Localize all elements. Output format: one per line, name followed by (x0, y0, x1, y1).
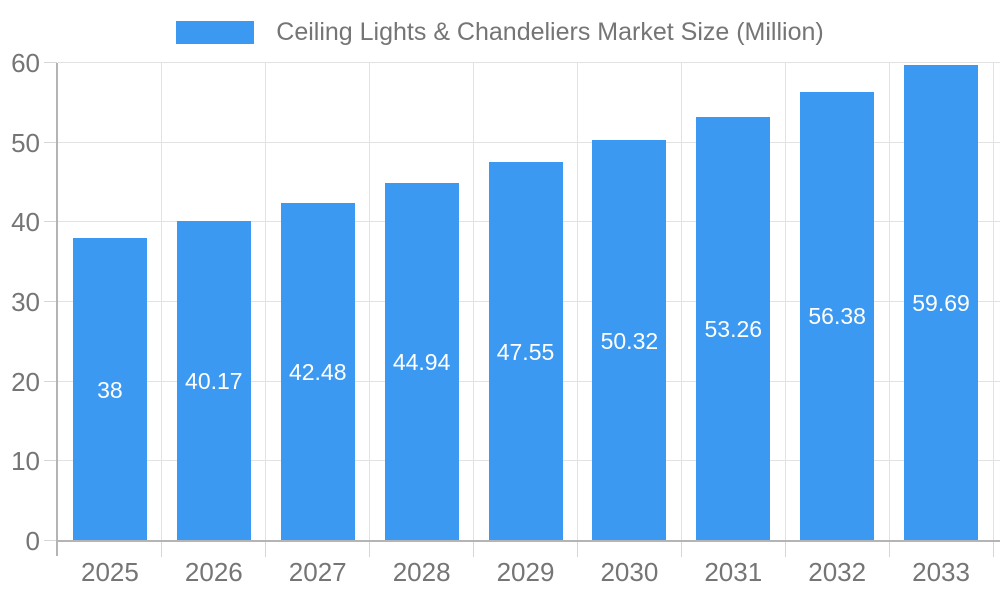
x-axis-tick (680, 542, 682, 557)
bar-2026 (176, 220, 251, 541)
y-axis-line (56, 63, 58, 556)
x-axis-label: 2031 (704, 557, 763, 587)
gridline-vertical (784, 63, 786, 541)
x-axis-label: 2030 (600, 557, 659, 587)
y-axis-tick (44, 221, 57, 222)
bar-value-label: 50.32 (600, 327, 659, 354)
bar-2029 (488, 162, 563, 541)
x-axis-tick (473, 542, 475, 557)
x-axis-tick (576, 542, 578, 557)
bar-2028 (384, 182, 459, 541)
x-axis-tick (369, 542, 371, 557)
x-axis-line (56, 540, 1000, 542)
gridline-vertical (888, 63, 890, 541)
y-axis-label: 20 (11, 367, 40, 397)
bar-value-label: 38 (97, 376, 123, 403)
x-axis-label: 2025 (81, 557, 139, 587)
bar-2031 (696, 116, 771, 541)
bar-value-label: 53.26 (704, 315, 763, 342)
x-axis-tick (161, 542, 163, 557)
x-axis-tick (888, 542, 890, 557)
bar-value-label: 42.48 (288, 358, 347, 385)
bar-2033 (904, 65, 979, 541)
gridline-vertical (992, 63, 994, 541)
gridline-horizontal (58, 142, 1000, 143)
x-axis-tick (784, 542, 786, 557)
legend-label: Ceiling Lights & Chandeliers Market Size… (276, 18, 824, 46)
bar-2030 (592, 140, 667, 541)
bar-2027 (280, 202, 355, 541)
x-axis-label: 2033 (912, 557, 970, 587)
x-axis-label: 2027 (288, 557, 347, 587)
y-axis-tick (44, 62, 57, 63)
gridline-vertical (369, 63, 371, 541)
bar-value-label: 44.94 (392, 348, 451, 375)
y-axis-label: 60 (11, 48, 40, 78)
y-axis-label: 30 (11, 287, 40, 317)
bar-value-label: 47.55 (496, 338, 555, 365)
gridline-vertical (473, 63, 475, 541)
chart-legend[interactable]: Ceiling Lights & Chandeliers Market Size… (0, 18, 1000, 46)
x-axis-label: 2026 (184, 557, 243, 587)
y-axis-tick (44, 381, 57, 382)
y-axis-tick (44, 142, 57, 143)
y-axis-label: 0 (25, 526, 40, 556)
x-axis-label: 2028 (392, 557, 451, 587)
x-axis-tick (992, 542, 994, 557)
y-axis-label: 10 (11, 446, 40, 476)
bar-2025 (72, 238, 147, 541)
y-axis-label: 50 (11, 128, 40, 158)
gridline-horizontal (58, 62, 1000, 63)
bar-value-label: 56.38 (808, 303, 866, 330)
x-axis-label: 2029 (496, 557, 555, 587)
legend-swatch (176, 20, 255, 44)
y-axis-label: 40 (11, 207, 40, 237)
bar-value-label: 59.69 (912, 290, 970, 317)
gridline-vertical (265, 63, 267, 541)
x-axis-label: 2032 (808, 557, 867, 587)
gridline-vertical (161, 63, 163, 541)
y-axis-tick (44, 540, 57, 541)
bar-value-label: 40.17 (185, 367, 243, 394)
y-axis-tick (44, 301, 57, 302)
gridline-vertical (680, 63, 682, 541)
gridline-vertical (576, 63, 578, 541)
x-axis-tick (265, 542, 267, 557)
y-axis-tick (44, 460, 57, 461)
bar-2032 (800, 91, 875, 541)
